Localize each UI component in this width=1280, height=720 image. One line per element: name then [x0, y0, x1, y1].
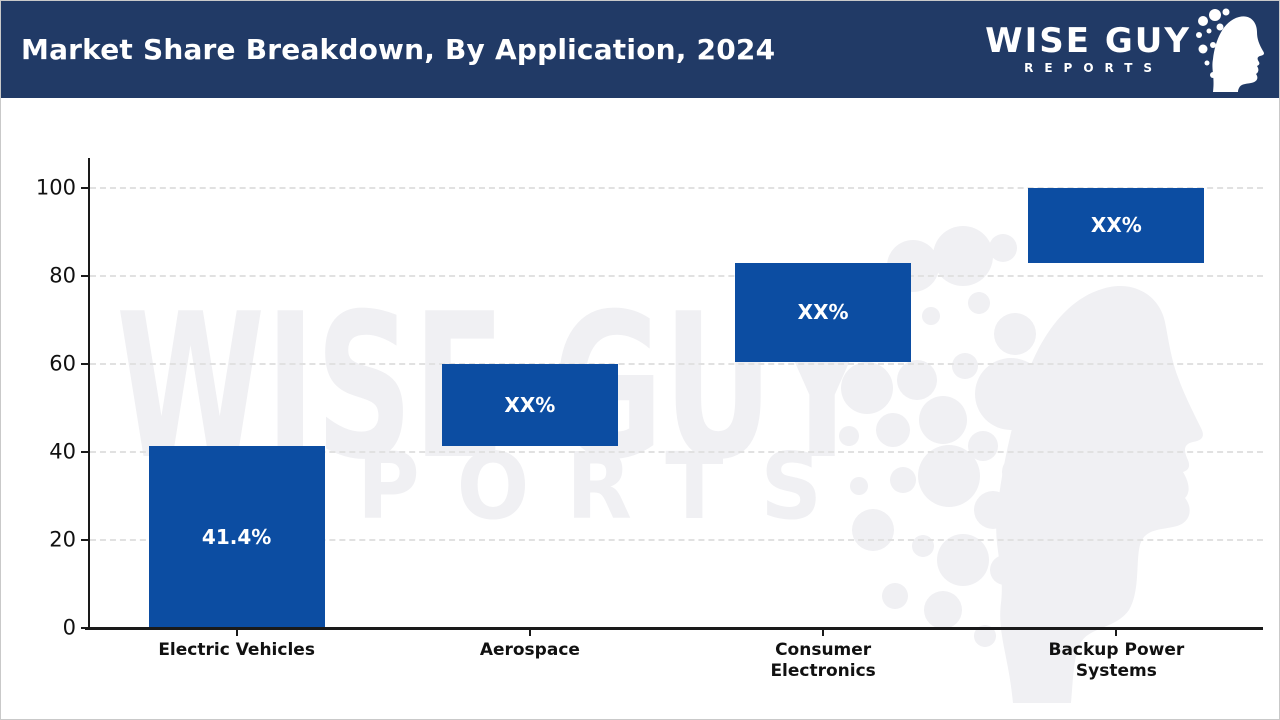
- x-tick: [235, 628, 238, 636]
- bar-value-label: XX%: [1090, 213, 1142, 238]
- x-tick: [1115, 628, 1118, 636]
- header: Market Share Breakdown, By Application, …: [1, 1, 1279, 98]
- y-tick-80: [81, 275, 90, 277]
- waterfall-plot: 0 20 40 60 80 100 41.4% Electric Vehicles XX% Aer…: [1, 98, 1279, 719]
- page-title: Market Share Breakdown, By Application, …: [21, 33, 776, 66]
- y-tick-label-80: 80: [49, 263, 76, 288]
- x-axis-spine: [85, 627, 1263, 630]
- bar-segment: [441, 364, 618, 446]
- y-tick-60: [81, 363, 90, 365]
- wiseguy-logo-text: WISE GUY REPORTS: [985, 24, 1191, 75]
- bar-segment: [1028, 188, 1205, 263]
- bar-value-label: 41.4%: [201, 524, 272, 549]
- logo-subtitle: REPORTS: [1024, 61, 1164, 75]
- y-tick-100: [81, 187, 90, 189]
- y-tick-label-40: 40: [49, 439, 76, 464]
- bar-segment: [148, 445, 325, 628]
- x-category-label: Aerospace: [479, 640, 580, 660]
- y-tick-label-20: 20: [49, 527, 76, 552]
- y-tick-40: [81, 451, 90, 453]
- gridline-60: [90, 363, 1263, 365]
- chart-area: WISE GUY REPORTS 0 20 40 60 80 100 41.4% Electr…: [1, 98, 1279, 719]
- gridline-20: [90, 539, 1263, 541]
- x-category-label: Consumer Electronics: [770, 640, 876, 681]
- y-tick-label-100: 100: [35, 175, 76, 200]
- gridline-40: [90, 451, 1263, 453]
- watermark-head-silhouette: [996, 285, 1203, 703]
- x-tick: [822, 628, 825, 636]
- y-tick-label-60: 60: [49, 351, 76, 376]
- y-axis-spine: [88, 158, 90, 630]
- logo-wordmark: WISE GUY: [985, 21, 1191, 61]
- wiseguy-head-icon: [1196, 8, 1264, 92]
- y-tick-20: [81, 539, 90, 541]
- gridline-80: [90, 275, 1263, 277]
- y-tick-label-0: 0: [62, 615, 76, 640]
- x-category-label: Backup Power Systems: [1048, 640, 1185, 681]
- wiseguy-logo: WISE GUY REPORTS: [985, 7, 1265, 93]
- bar-segment: [735, 262, 912, 362]
- x-category-label: Electric Vehicles: [158, 640, 315, 660]
- bar-value-label: XX%: [504, 392, 556, 417]
- gridline-100: [90, 187, 1263, 189]
- x-tick: [528, 628, 531, 636]
- bar-value-label: XX%: [797, 300, 849, 325]
